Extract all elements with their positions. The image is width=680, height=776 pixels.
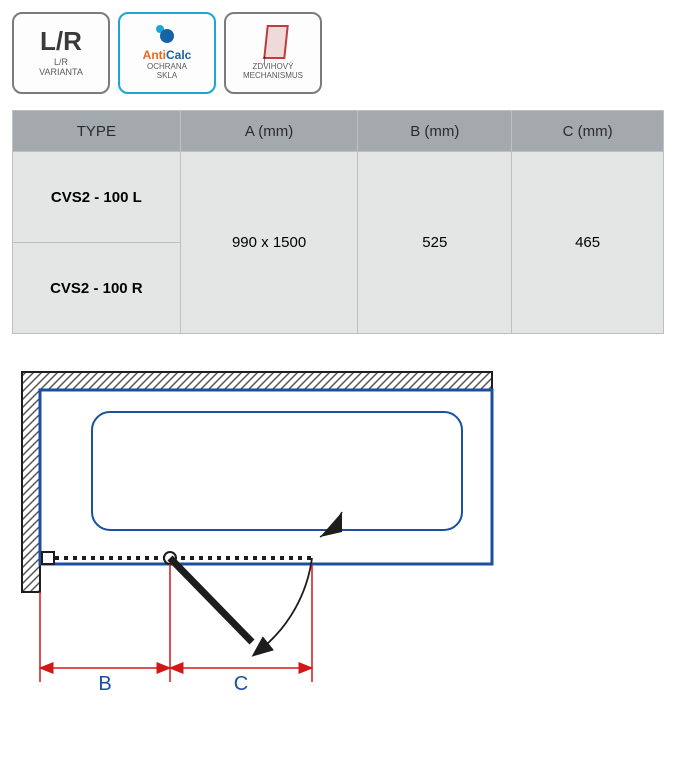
badge-lr-variant: L/R L/R VARIANTA — [12, 12, 110, 94]
swing-arrow-top — [320, 512, 342, 537]
lr-sub-text: L/R VARIANTA — [39, 58, 83, 78]
swing-panel — [170, 558, 252, 642]
dim-label-c: C — [234, 673, 248, 695]
swing-arc — [260, 558, 312, 650]
spec-table: TYPE A (mm) B (mm) C (mm) CVS2 - 100 L 9… — [12, 110, 664, 334]
badge-anticalc: AntiCalc OCHRANA SKLA — [118, 12, 216, 94]
cell-b: 525 — [358, 152, 512, 334]
header-b: B (mm) — [358, 111, 512, 152]
cell-type: CVS2 - 100 R — [13, 243, 181, 334]
outer-rect — [40, 390, 492, 564]
badge-zdvih-mechanism: ↑ ZDVIHOVÝ MECHANISMUS — [224, 12, 322, 94]
header-a: A (mm) — [180, 111, 358, 152]
cell-c: 465 — [512, 152, 664, 334]
anticalc-title: AntiCalc — [143, 49, 192, 61]
inner-rect — [92, 412, 462, 530]
table-row: CVS2 - 100 L 990 x 1500 525 465 — [13, 152, 664, 243]
header-type: TYPE — [13, 111, 181, 152]
table-header-row: TYPE A (mm) B (mm) C (mm) — [13, 111, 664, 152]
dim-label-b: B — [98, 673, 111, 695]
hinge-left — [42, 552, 54, 564]
plan-diagram: B C — [12, 362, 512, 702]
cell-a: 990 x 1500 — [180, 152, 358, 334]
lr-big-text: L/R — [40, 28, 82, 54]
badge-row: L/R L/R VARIANTA AntiCalc OCHRANA SKLA ↑… — [12, 12, 668, 94]
door-icon: ↑ — [259, 25, 287, 59]
anticalc-icon — [156, 25, 178, 47]
header-c: C (mm) — [512, 111, 664, 152]
anticalc-sub-text: OCHRANA SKLA — [147, 63, 187, 81]
zdvih-sub-text: ZDVIHOVÝ MECHANISMUS — [243, 63, 303, 81]
cell-type: CVS2 - 100 L — [13, 152, 181, 243]
